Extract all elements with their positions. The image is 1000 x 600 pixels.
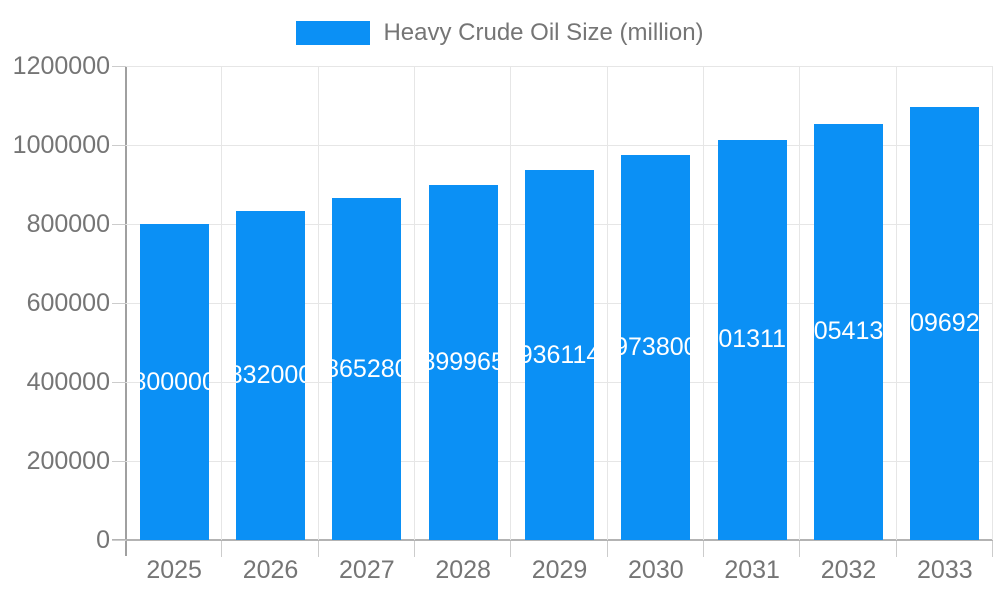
y-axis-label: 400000 (26, 368, 110, 396)
x-axis-label: 2029 (531, 556, 588, 584)
x-axis-label: 2032 (820, 556, 877, 584)
x-gridline (221, 66, 223, 540)
bar-2028[interactable]: 899965 (428, 184, 498, 540)
bar-2030[interactable]: 973800 (621, 155, 691, 540)
x-gridline (895, 66, 897, 540)
bar-2032[interactable]: 1054138 (814, 123, 883, 540)
x-gridline (703, 66, 704, 540)
y-tick (112, 224, 126, 225)
y-axis-line (125, 66, 127, 556)
bar-value-label: 832000 (236, 361, 305, 390)
bar-value-label: 1054138 (814, 317, 883, 346)
bar-value-label: 936114 (525, 340, 594, 369)
x-gridline (799, 66, 801, 540)
x-axis-label: 2028 (435, 556, 491, 584)
y-gridline (126, 145, 993, 146)
y-tick (112, 303, 126, 304)
plot-area: 800000 832000 865280 899965 936114 973800 1013… (126, 66, 993, 540)
y-axis-label: 0 (96, 526, 110, 554)
bar-2026[interactable]: 832000 (236, 211, 305, 540)
x-tick (414, 541, 415, 557)
x-axis-label: 2033 (917, 556, 973, 584)
y-tick (112, 382, 126, 383)
bar-2025[interactable]: 800000 (139, 224, 209, 540)
x-gridline (414, 66, 415, 540)
x-tick (895, 541, 897, 557)
bar-value-label: 1096925 (910, 308, 980, 337)
bar-value-label: 1013112 (718, 325, 787, 354)
x-axis-label: 2026 (242, 556, 299, 584)
x-gridline (606, 66, 608, 540)
bar-value-label: 899965 (429, 347, 498, 376)
x-axis-label: 2030 (628, 556, 684, 584)
bar-2033[interactable]: 1096925 (910, 106, 980, 540)
x-axis-label: 2027 (339, 556, 395, 584)
y-axis-label: 1200000 (12, 52, 110, 80)
bar-2027[interactable]: 865280 (332, 198, 402, 540)
bar-2029[interactable]: 936114 (525, 170, 594, 540)
y-axis-label: 1000000 (12, 131, 110, 159)
y-axis-label: 800000 (26, 210, 110, 238)
y-tick (112, 540, 126, 541)
y-tick (112, 66, 126, 67)
y-axis-label: 200000 (26, 447, 110, 475)
x-tick (703, 541, 704, 557)
x-axis-label: 2025 (146, 556, 202, 584)
x-tick (317, 541, 319, 557)
x-tick (510, 541, 512, 557)
bar-2031[interactable]: 1013112 (717, 139, 787, 540)
x-gridline (317, 66, 319, 540)
legend-swatch[interactable] (296, 21, 371, 45)
x-axis-line (112, 539, 993, 541)
x-tick (799, 541, 801, 557)
bar-value-label: 973800 (621, 333, 690, 362)
bar-value-label: 865280 (332, 354, 401, 383)
x-gridline (510, 66, 512, 540)
x-tick (221, 541, 223, 557)
legend-label[interactable]: Heavy Crude Oil Size (million) (383, 19, 704, 46)
y-gridline (126, 66, 993, 67)
x-tick (992, 541, 993, 557)
bar-value-label: 800000 (140, 367, 209, 396)
x-axis-label: 2031 (724, 556, 780, 584)
x-gridline (992, 66, 993, 540)
x-tick (606, 541, 608, 557)
y-tick (112, 145, 126, 146)
y-axis-label: 600000 (26, 289, 110, 317)
y-tick (112, 461, 126, 462)
legend[interactable]: Heavy Crude Oil Size (million) (0, 16, 1000, 50)
